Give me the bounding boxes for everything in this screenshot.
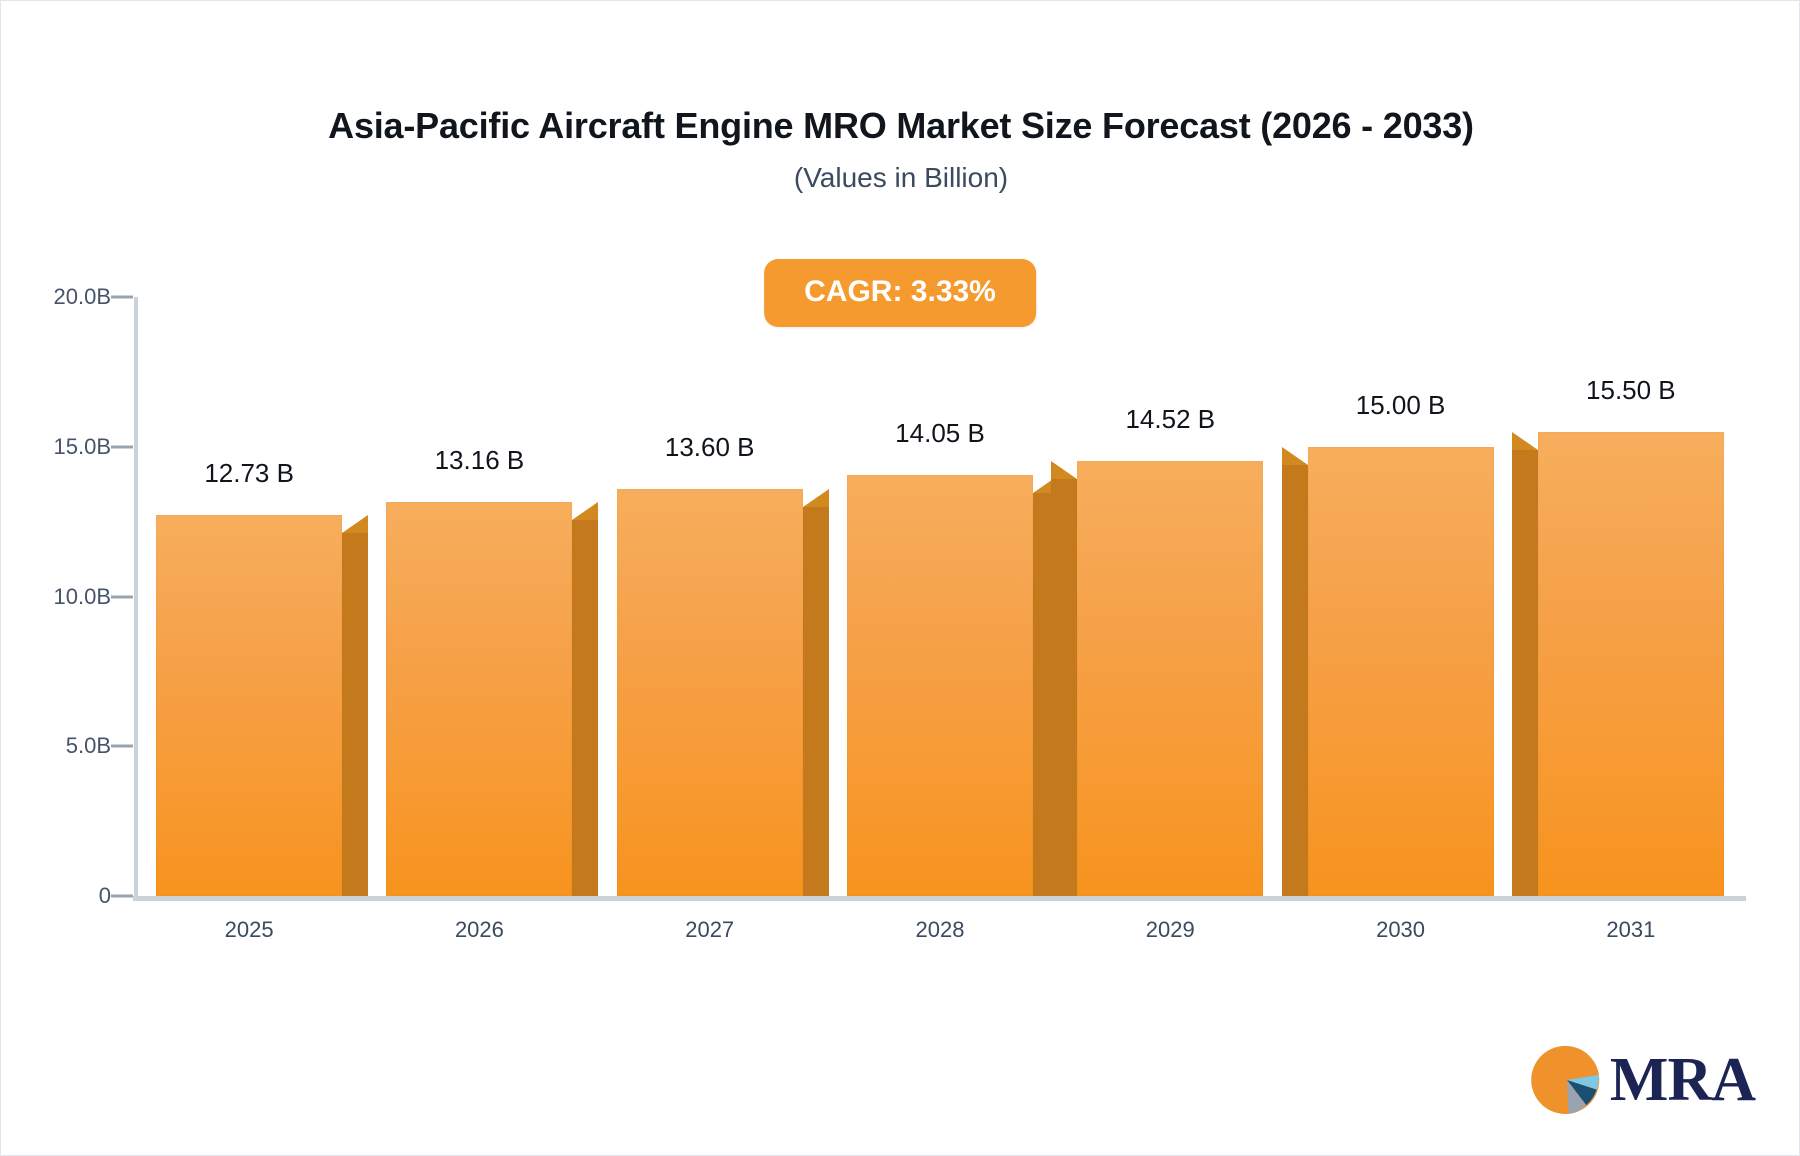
bar-value-label: 13.60 B	[664, 431, 755, 462]
cagr-badge: CAGR: 3.33%	[764, 259, 1036, 327]
bar-value-label: 13.16 B	[434, 444, 525, 475]
chart-subtitle: (Values in Billion)	[793, 162, 1009, 194]
bar-face	[1077, 461, 1264, 896]
bar-face	[616, 488, 803, 896]
bar-depth-panel	[1281, 446, 1308, 896]
bar-depth-cap	[572, 501, 599, 520]
bar-2025[interactable]: 12.73 B	[156, 458, 369, 896]
bar-2026[interactable]: 13.16 B	[386, 445, 599, 896]
y-axis-tick: 10.0B	[1, 584, 133, 610]
bar-2029[interactable]: 14.52 B	[1051, 404, 1264, 896]
bar-face	[1537, 431, 1724, 896]
bar-value-label: 14.05 B	[895, 418, 985, 449]
bar-depth-panel	[1511, 431, 1538, 896]
y-axis-tick-dash	[111, 295, 133, 299]
bar-face	[156, 514, 343, 896]
page-title: Asia-Pacific Aircraft Engine MRO Market …	[328, 105, 1474, 146]
title-block: Asia-Pacific Aircraft Engine MRO Market …	[1, 105, 1800, 195]
bar-face	[847, 475, 1033, 896]
x-axis-label: 2028	[915, 917, 965, 942]
bar-2031[interactable]: 15.50 B	[1511, 375, 1724, 896]
bar-depth-cap	[1281, 446, 1308, 465]
y-axis-tick-dash	[111, 595, 133, 598]
bar-depth-cap	[1511, 431, 1538, 450]
bar-depth-cap	[342, 514, 369, 533]
x-axis-label: 2025	[224, 917, 274, 942]
bar-face	[386, 501, 573, 896]
bar-2028[interactable]: 14.05 B	[847, 418, 1059, 896]
y-axis-tick-dash	[111, 744, 133, 748]
x-axis-label: 2026	[454, 917, 504, 942]
bar-depth-panel	[342, 514, 369, 896]
bar-2027[interactable]: 13.60 B	[616, 432, 829, 896]
bar-value-label: 14.52 B	[1125, 404, 1216, 435]
bar-face	[1307, 446, 1494, 896]
bar-depth-panel	[572, 501, 599, 896]
logo-text: MRA	[1609, 1046, 1756, 1114]
bar-value-label: 15.50 B	[1586, 374, 1676, 405]
y-axis-tick: 5.0B	[1, 733, 133, 759]
x-axis-label: 2027	[685, 917, 735, 942]
y-axis-tick: 15.0B	[1, 434, 133, 460]
y-axis-tick: 20.0B	[1, 284, 133, 310]
mra-logo: MRA	[1530, 1043, 1756, 1117]
bar-depth-panel	[802, 488, 829, 896]
plot-area: 12.73 B 13.16 B 13.60 B 14.05 B 14.52 B 15.00…	[133, 297, 1746, 901]
bar-depth-panel	[1051, 461, 1078, 896]
bar-value-label: 12.73 B	[204, 457, 294, 488]
pie-chart-icon	[1531, 1045, 1600, 1115]
y-axis-tick: 0	[1, 883, 133, 909]
y-axis-tick-dash	[111, 445, 133, 449]
bar-value-label: 15.00 B	[1355, 389, 1446, 420]
y-axis-line	[134, 297, 138, 896]
x-axis-line	[133, 896, 1746, 901]
x-axis-label: 2029	[1145, 917, 1195, 942]
bar-2030[interactable]: 15.00 B	[1281, 390, 1494, 896]
y-axis-tick-dash	[111, 894, 133, 898]
bar-depth-cap	[1051, 461, 1078, 480]
x-axis-label: 2030	[1376, 917, 1426, 942]
bar-depth-cap	[802, 488, 829, 507]
x-axis-label: 2031	[1606, 917, 1656, 942]
